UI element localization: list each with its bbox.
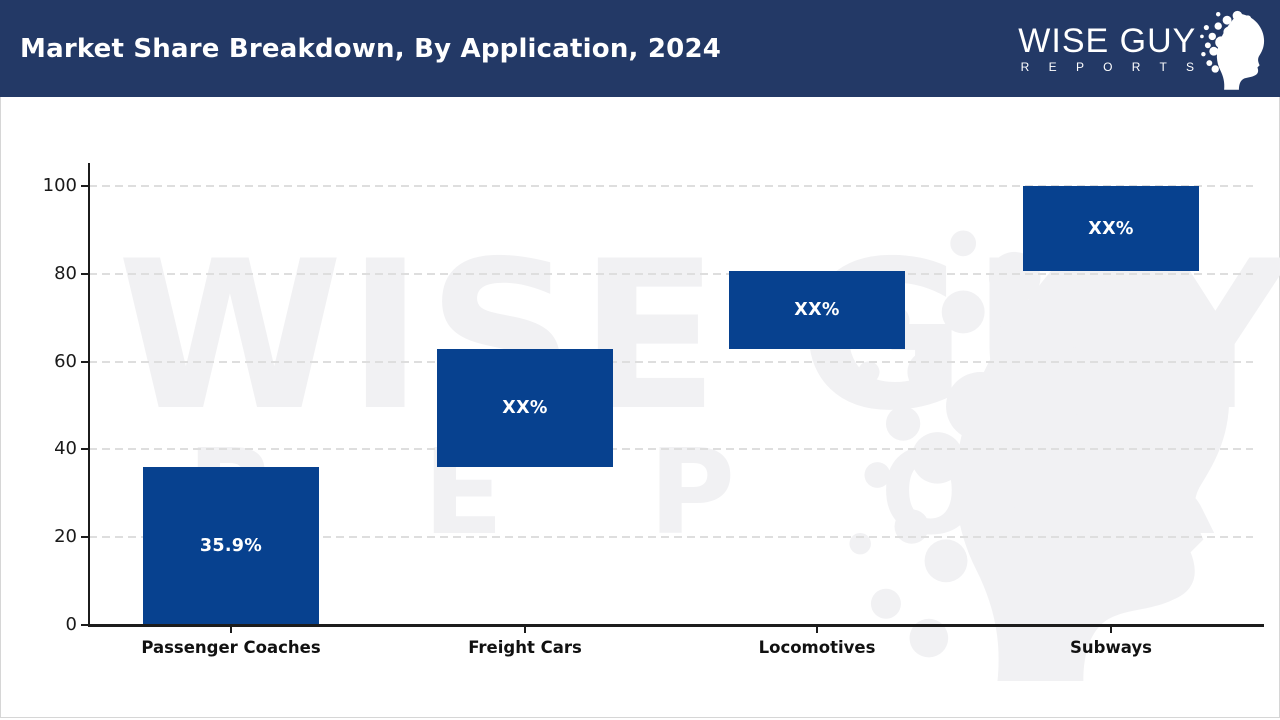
bar-value-label-subways: XX% (1088, 218, 1134, 239)
bar-passenger-coaches: 35.9% (143, 467, 319, 625)
gridline-20 (89, 536, 1253, 538)
x-category-label-subways: Subways (1070, 638, 1152, 657)
x-category-label-freight-cars: Freight Cars (468, 638, 582, 657)
x-tick-freight-cars (524, 627, 526, 633)
x-tick-passenger-coaches (230, 627, 232, 633)
x-tick-locomotives (816, 627, 818, 633)
bar-value-label-passenger-coaches: 35.9% (199, 536, 263, 556)
y-tick-60 (81, 361, 88, 363)
gridline-80 (89, 273, 1253, 275)
bar-value-label-locomotives: XX% (794, 300, 840, 320)
y-tick-100 (81, 185, 88, 187)
y-tick-label-100: 100 (42, 175, 77, 196)
y-tick-40 (81, 448, 88, 450)
header-bar: Market Share Breakdown, By Application, … (0, 0, 1280, 97)
y-tick-label-60: 60 (54, 351, 77, 372)
y-tick-label-40: 40 (54, 438, 77, 459)
logo-sub: R E P O R T S (1020, 60, 1202, 75)
x-category-label-passenger-coaches: Passenger Coaches (141, 638, 321, 657)
gridline-60 (89, 361, 1253, 363)
x-axis-spine (88, 624, 1264, 627)
y-tick-label-80: 80 (54, 263, 77, 284)
bar-value-label-freight-cars: XX% (502, 398, 548, 418)
bar-freight-cars: XX% (437, 349, 613, 467)
y-tick-label-20: 20 (54, 526, 77, 547)
chart-panel: WISE GUY R E P O R T S 02040608010035.9%… (0, 97, 1280, 718)
gridline-40 (89, 448, 1253, 450)
x-tick-subways (1110, 627, 1112, 633)
y-tick-0 (81, 624, 88, 626)
bar-locomotives: XX% (729, 271, 905, 349)
logo-text: WISE GUY R E P O R T S (1013, 21, 1202, 75)
head-profile-icon (1200, 10, 1265, 90)
y-axis-spine (88, 163, 90, 625)
logo-name: WISE GUY (1018, 21, 1197, 60)
y-tick-label-0: 0 (65, 614, 77, 635)
wise-guy-logo: WISE GUY R E P O R T S (1013, 4, 1270, 94)
y-tick-80 (81, 273, 88, 275)
y-tick-20 (81, 536, 88, 538)
x-category-label-locomotives: Locomotives (758, 638, 876, 657)
bar-subways: XX% (1023, 186, 1199, 271)
gridline-100 (89, 185, 1253, 187)
page-title: Market Share Breakdown, By Application, … (20, 33, 722, 64)
